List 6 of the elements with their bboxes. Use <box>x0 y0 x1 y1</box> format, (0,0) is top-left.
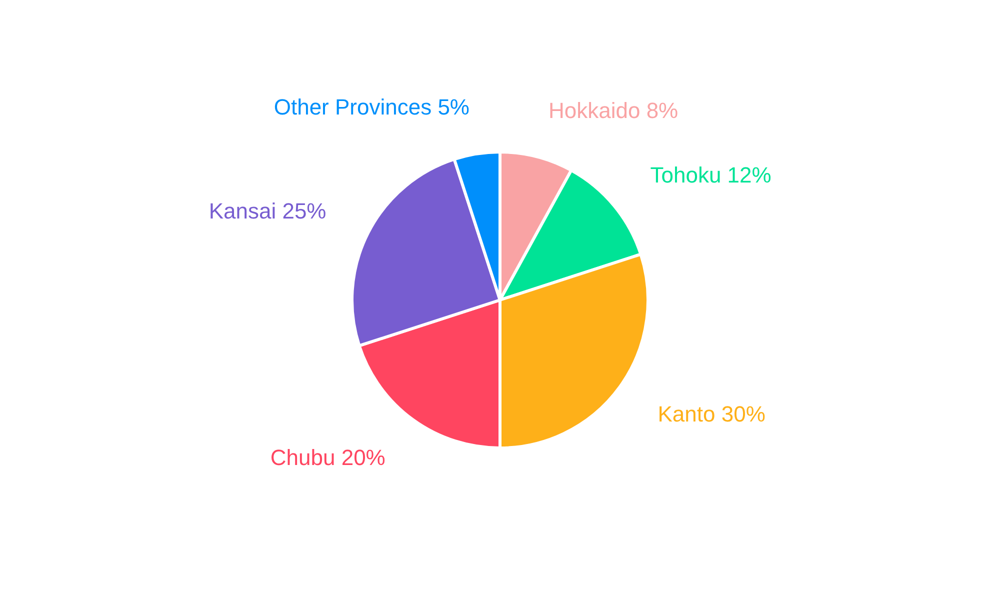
slice-label: Hokkaido 8% <box>548 98 678 124</box>
slice-label: Chubu 20% <box>270 444 386 470</box>
slice-label: Kansai 25% <box>208 198 326 224</box>
slice-label: Tohoku 12% <box>650 162 772 188</box>
slice-label: Kanto 30% <box>658 402 766 427</box>
slice-label: Other Provinces 5% <box>274 94 470 120</box>
